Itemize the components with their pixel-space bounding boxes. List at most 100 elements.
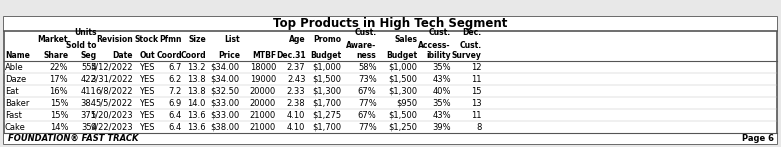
Text: 19000: 19000 (250, 75, 276, 83)
Text: YES: YES (139, 98, 155, 108)
Text: Cust.: Cust. (355, 28, 376, 37)
Text: 554: 554 (81, 63, 97, 72)
Text: Sales: Sales (394, 35, 418, 44)
Text: 20000: 20000 (250, 98, 276, 108)
Text: Baker: Baker (5, 98, 29, 108)
Text: Able: Able (5, 63, 23, 72)
Text: Name: Name (5, 51, 30, 60)
Text: Aware-: Aware- (346, 41, 376, 50)
Text: Dec.31: Dec.31 (276, 51, 305, 60)
Bar (5, 73, 776, 85)
Text: Coord: Coord (156, 51, 182, 60)
Text: 13.2: 13.2 (187, 63, 205, 72)
Text: 2.37: 2.37 (287, 63, 305, 72)
Text: Out: Out (139, 51, 155, 60)
Text: $38.00: $38.00 (211, 122, 240, 132)
Text: Units: Units (74, 28, 97, 37)
Text: 67%: 67% (358, 111, 376, 120)
Text: 6/8/2022: 6/8/2022 (95, 87, 133, 96)
Text: YES: YES (139, 87, 155, 96)
Bar (5, 61, 776, 73)
Text: 4.10: 4.10 (287, 111, 305, 120)
Bar (5, 121, 776, 133)
Text: Cake: Cake (5, 122, 26, 132)
Text: Daze: Daze (5, 75, 26, 83)
Text: 18000: 18000 (250, 63, 276, 72)
Text: $1,300: $1,300 (388, 87, 418, 96)
Text: MTBF: MTBF (252, 51, 276, 60)
Text: Market: Market (37, 35, 68, 44)
Text: 15%: 15% (50, 98, 68, 108)
Text: $1,300: $1,300 (312, 87, 341, 96)
Text: $34.00: $34.00 (211, 63, 240, 72)
Text: ness: ness (357, 51, 376, 60)
Text: 13: 13 (471, 98, 482, 108)
Text: 58%: 58% (358, 63, 376, 72)
Text: 11: 11 (471, 75, 482, 83)
Text: Revision: Revision (96, 35, 133, 44)
Text: List: List (224, 35, 240, 44)
Text: 77%: 77% (358, 122, 376, 132)
Text: Fast: Fast (5, 111, 22, 120)
Text: Pfmn: Pfmn (159, 35, 182, 44)
Text: 15%: 15% (50, 111, 68, 120)
Text: 20000: 20000 (250, 87, 276, 96)
Text: Dec.: Dec. (462, 28, 482, 37)
Text: 14%: 14% (50, 122, 68, 132)
Text: $1,500: $1,500 (389, 75, 418, 83)
Text: 43%: 43% (432, 75, 451, 83)
Text: 6.9: 6.9 (169, 98, 182, 108)
Text: 9/22/2023: 9/22/2023 (91, 122, 133, 132)
Text: 371: 371 (80, 111, 97, 120)
Text: Survey: Survey (452, 51, 482, 60)
Text: Cust.: Cust. (459, 41, 482, 50)
Text: Price: Price (218, 51, 240, 60)
Text: 22%: 22% (50, 63, 68, 72)
Text: Eat: Eat (5, 87, 19, 96)
Text: ibility: ibility (426, 51, 451, 60)
Text: $1,500: $1,500 (389, 111, 418, 120)
Text: 6.7: 6.7 (169, 63, 182, 72)
Text: Stock: Stock (135, 35, 159, 44)
Text: $950: $950 (397, 98, 418, 108)
Text: $33.00: $33.00 (211, 98, 240, 108)
Text: Seg: Seg (80, 51, 97, 60)
Text: $1,000: $1,000 (312, 63, 341, 72)
Bar (4, 17, 777, 31)
Text: Access-: Access- (419, 41, 451, 50)
Text: 4.10: 4.10 (287, 122, 305, 132)
Text: $33.00: $33.00 (211, 111, 240, 120)
Text: Sold to: Sold to (66, 41, 97, 50)
Bar (5, 109, 776, 121)
Text: 6.2: 6.2 (169, 75, 182, 83)
Text: $34.00: $34.00 (211, 75, 240, 83)
Text: 35%: 35% (432, 63, 451, 72)
Text: 422: 422 (81, 75, 97, 83)
Text: 8: 8 (476, 122, 482, 132)
Text: Budget: Budget (310, 51, 341, 60)
Text: YES: YES (139, 75, 155, 83)
Text: YES: YES (139, 63, 155, 72)
Text: 2.33: 2.33 (287, 87, 305, 96)
Text: Page 6: Page 6 (742, 134, 774, 143)
Text: 3/31/2022: 3/31/2022 (91, 75, 133, 83)
Text: 35%: 35% (432, 98, 451, 108)
Text: Size: Size (188, 35, 205, 44)
Text: $1,250: $1,250 (389, 122, 418, 132)
Text: 5/5/2022: 5/5/2022 (96, 98, 133, 108)
Text: 21000: 21000 (250, 111, 276, 120)
Text: 384: 384 (80, 98, 97, 108)
Text: Share: Share (43, 51, 68, 60)
Text: 12: 12 (471, 63, 482, 72)
Bar (4, 17, 777, 144)
Bar (4, 133, 777, 144)
Text: Cust.: Cust. (429, 28, 451, 37)
Text: 6.4: 6.4 (169, 111, 182, 120)
Text: 77%: 77% (358, 98, 376, 108)
Text: 17%: 17% (49, 75, 68, 83)
Text: 7.2: 7.2 (169, 87, 182, 96)
Text: 5/20/2023: 5/20/2023 (91, 111, 133, 120)
Text: 354: 354 (81, 122, 97, 132)
Text: 11: 11 (471, 111, 482, 120)
Text: YES: YES (139, 122, 155, 132)
